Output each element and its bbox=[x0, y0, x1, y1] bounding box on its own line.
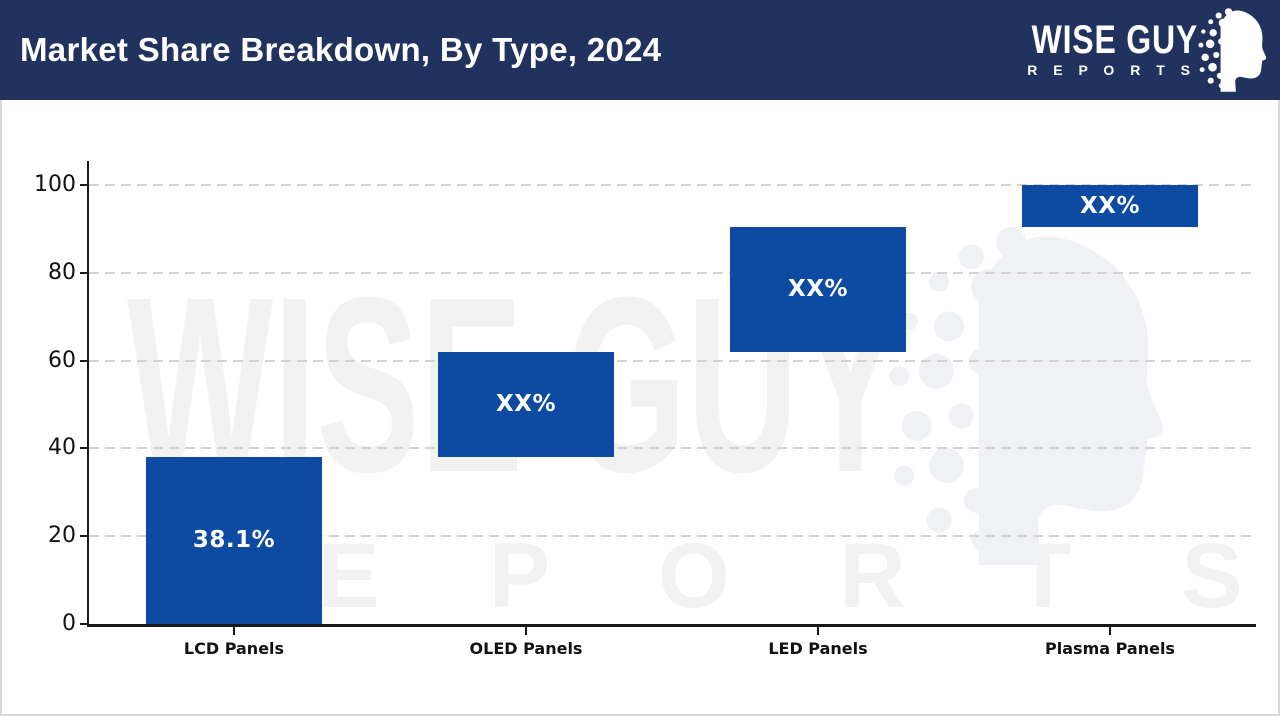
y-tick-label: 60 bbox=[48, 347, 76, 373]
bar-value-label: XX% bbox=[787, 276, 848, 303]
bar-led-panels: XX% bbox=[730, 226, 906, 352]
y-tick-label: 40 bbox=[48, 435, 76, 461]
page-title: Market Share Breakdown, By Type, 2024 bbox=[20, 31, 662, 68]
bar-oled-panels: XX% bbox=[438, 351, 614, 457]
bar-lcd-panels: 38.1% bbox=[146, 456, 322, 624]
x-tick-mark bbox=[817, 627, 819, 635]
y-tick-mark bbox=[80, 271, 87, 274]
y-tick-label: 80 bbox=[48, 259, 76, 285]
x-tick-mark bbox=[233, 627, 235, 635]
chart-area: WISE GUY R E P O R T S 0 20 40 60 80 100 38.1%… bbox=[0, 100, 1280, 716]
bar-value-label: XX% bbox=[1079, 192, 1140, 219]
y-tick-mark bbox=[80, 447, 87, 450]
x-tick-mark bbox=[525, 627, 527, 635]
x-category-label: LCD Panels bbox=[183, 639, 285, 658]
x-axis-spine bbox=[87, 624, 1256, 627]
gridline-100 bbox=[89, 184, 1256, 186]
y-tick-label: 20 bbox=[48, 523, 76, 549]
header-bar: Market Share Breakdown, By Type, 2024 WI… bbox=[0, 0, 1280, 100]
gridline-20 bbox=[89, 535, 1256, 538]
y-axis-spine bbox=[87, 161, 89, 627]
logo-subtext: R E P O R T S bbox=[1027, 62, 1196, 78]
x-category-label: LED Panels bbox=[768, 639, 868, 658]
y-tick-label: 0 bbox=[62, 611, 76, 636]
bar-value-label: 38.1% bbox=[192, 527, 276, 554]
gridline-80 bbox=[89, 271, 1256, 274]
bar-plasma-panels: XX% bbox=[1022, 185, 1198, 227]
wiseguy-head-icon bbox=[1192, 7, 1270, 93]
wiseguy-logo: WISE GUY R E P O R T S bbox=[1015, 0, 1270, 100]
y-tick-mark bbox=[80, 359, 87, 362]
x-tick-mark bbox=[1109, 627, 1111, 635]
logo-wordmark: WISE GUY bbox=[1031, 18, 1198, 62]
y-tick-mark bbox=[80, 535, 87, 538]
y-tick-mark bbox=[80, 184, 87, 186]
gridline-60 bbox=[89, 359, 1256, 362]
watermark-subtext: R E P O R T S bbox=[142, 525, 1278, 627]
y-tick-mark bbox=[80, 623, 87, 625]
x-category-label: OLED Panels bbox=[469, 639, 583, 658]
x-category-label: Plasma Panels bbox=[1045, 639, 1175, 658]
gridline-40 bbox=[89, 447, 1256, 450]
waterfall-plot: 0 20 40 60 80 100 38.1% LCD Panels XX% OLED Panel… bbox=[2, 100, 1278, 714]
bar-value-label: XX% bbox=[495, 391, 556, 418]
y-tick-label: 100 bbox=[34, 172, 76, 197]
